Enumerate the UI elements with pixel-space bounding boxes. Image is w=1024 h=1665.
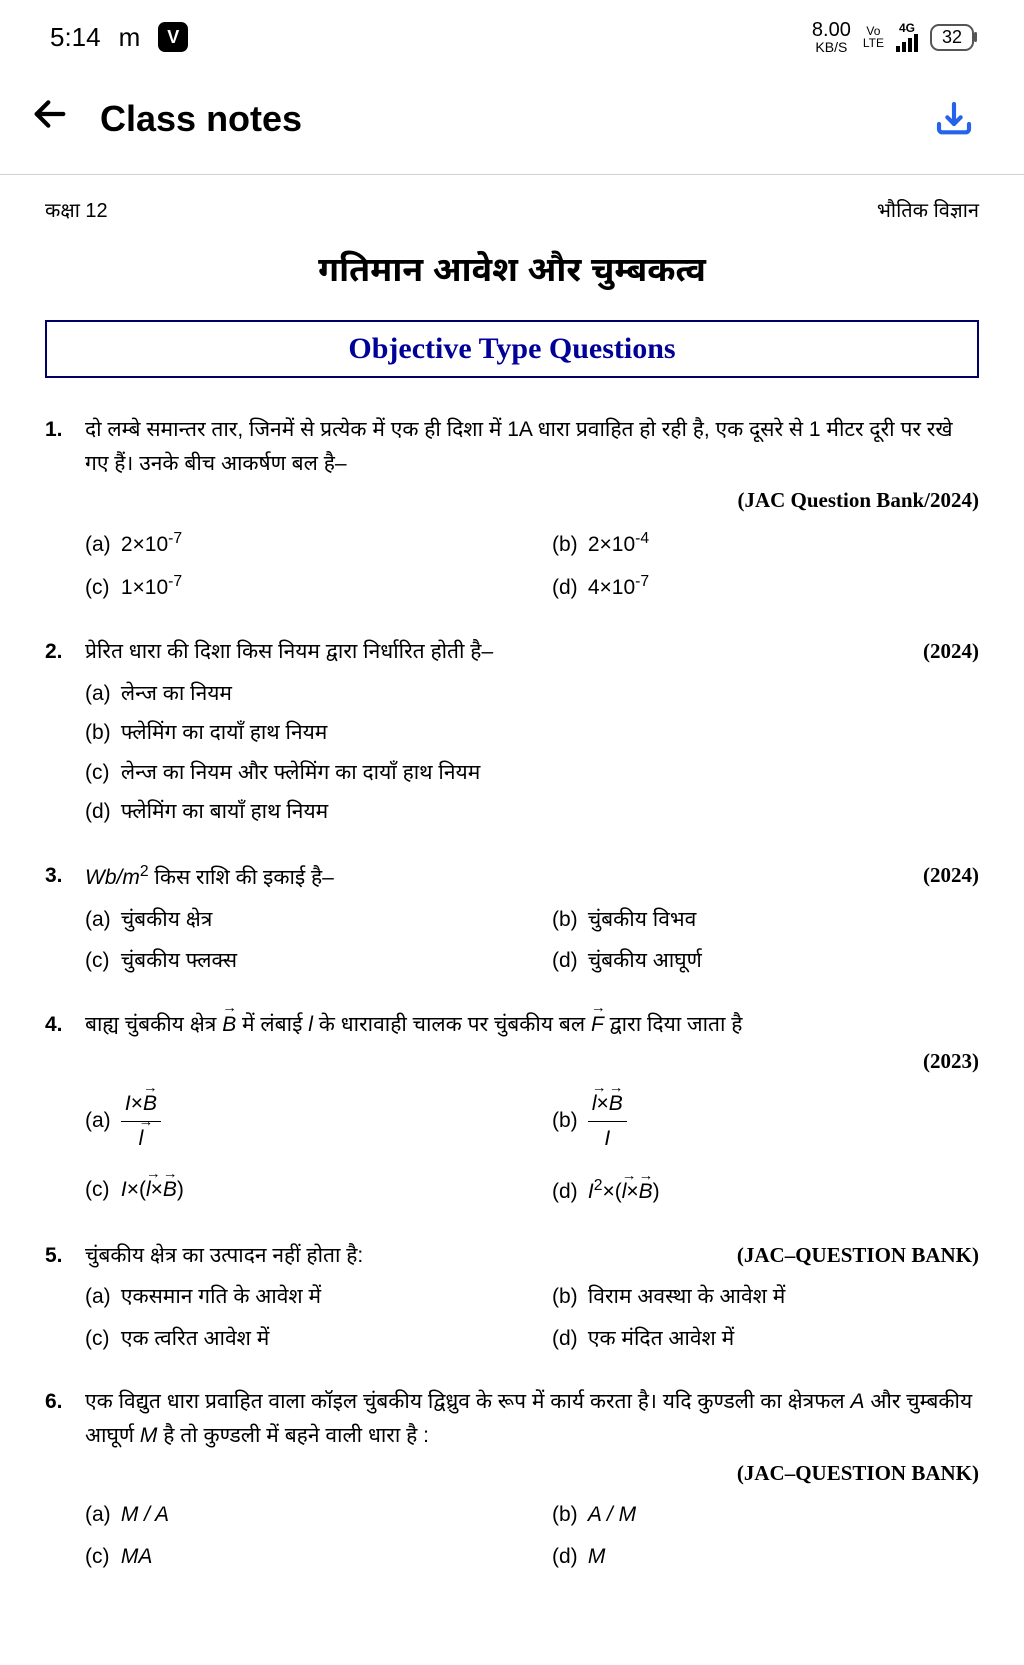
- document-content: कक्षा 12 भौतिक विज्ञान गतिमान आवेश और चु…: [0, 200, 1024, 1573]
- q3-option-a: (a) चुंबकीय क्षेत्र: [85, 903, 512, 937]
- battery-indicator: 32: [930, 24, 974, 51]
- q1-option-b: (b) 2×10-4: [552, 526, 979, 562]
- q1-option-c: (c) 1×10-7: [85, 569, 512, 605]
- signal-indicator: 4G: [896, 22, 918, 52]
- q2-year: (2024): [923, 635, 979, 669]
- q3-option-b: (b) चुंबकीय विभव: [552, 903, 979, 937]
- q6-option-a: (a) M / A: [85, 1498, 512, 1532]
- data-rate-value: 8.00: [812, 19, 851, 41]
- chapter-title: गतिमान आवेश और चुम्बकत्व: [45, 251, 979, 295]
- q6-option-b: (b) A / M: [552, 1498, 979, 1532]
- app-header: Class notes: [0, 64, 1024, 174]
- q5-options: (a) एकसमान गति के आवेश में (b) विराम अवस…: [45, 1280, 979, 1355]
- q1-option-d: (d) 4×10-7: [552, 569, 979, 605]
- network-type: 4G: [899, 22, 915, 34]
- q5-text: चुंबकीय क्षेत्र का उत्पादन नहीं होता है:: [85, 1239, 737, 1273]
- question-3: 3. Wb/m2 किस राशि की इकाई है– (2024) (a)…: [45, 859, 979, 978]
- app-header-left: Class notes: [30, 94, 302, 144]
- status-bar: 5:14 m V 8.00 KB/S Vo LTE 4G 32: [0, 0, 1024, 64]
- q5-source: (JAC–QUESTION BANK): [737, 1239, 979, 1273]
- q1-option-a: (a) 2×10-7: [85, 526, 512, 562]
- subject-label: भौतिक विज्ञान: [877, 200, 979, 226]
- volte-icon: Vo LTE: [863, 25, 884, 49]
- q6-number: 6.: [45, 1385, 73, 1452]
- q5-option-d: (d) एक मंदित आवेश में: [552, 1322, 979, 1356]
- q2-number: 2.: [45, 635, 73, 669]
- q1-source: (JAC Question Bank/2024): [45, 484, 979, 518]
- q1-options: (a) 2×10-7 (b) 2×10-4 (c) 1×10-7 (d) 4×1…: [45, 526, 979, 605]
- q2-option-a: (a) लेन्ज का नियम: [85, 677, 979, 711]
- status-left: 5:14 m V: [50, 22, 188, 53]
- q4-year: (2023): [45, 1045, 979, 1079]
- q4-option-c: (c) I×(l×B): [85, 1173, 512, 1209]
- q2-option-d: (d) फ्लेमिंग का बायाँ हाथ नियम: [85, 795, 979, 829]
- volte-bottom: LTE: [863, 36, 884, 50]
- q5-number: 5.: [45, 1239, 73, 1273]
- q3-option-d: (d) चुंबकीय आघूर्ण: [552, 944, 979, 978]
- question-2: 2. प्रेरित धारा की दिशा किस नियम द्वारा …: [45, 635, 979, 829]
- m-icon: m: [119, 22, 141, 53]
- header-divider: [0, 174, 1024, 175]
- q4-options: (a) I×Bl (b) l×BI (c) I×(l×B) (d) I2×(l×…: [45, 1087, 979, 1209]
- q2-option-b: (b) फ्लेमिंग का दायाँ हाथ नियम: [85, 716, 979, 750]
- q3-option-c: (c) चुंबकीय फ्लक्स: [85, 944, 512, 978]
- q6-option-c: (c) MA: [85, 1540, 512, 1574]
- data-rate: 8.00 KB/S: [812, 20, 851, 54]
- q4-option-b: (b) l×BI: [552, 1087, 979, 1155]
- q5-option-b: (b) विराम अवस्था के आवेश में: [552, 1280, 979, 1314]
- section-heading: Objective Type Questions: [45, 320, 979, 378]
- q3-year: (2024): [923, 859, 979, 893]
- doc-header: कक्षा 12 भौतिक विज्ञान: [45, 200, 979, 226]
- q6-text: एक विद्युत धारा प्रवाहित वाला कॉइल चुंबक…: [85, 1385, 979, 1452]
- q1-text: दो लम्बे समान्तर तार, जिनमें से प्रत्येक…: [85, 413, 979, 480]
- status-right: 8.00 KB/S Vo LTE 4G 32: [812, 20, 974, 54]
- class-label: कक्षा 12: [45, 200, 108, 226]
- page-title: Class notes: [100, 98, 302, 140]
- q3-text: Wb/m2 किस राशि की इकाई है–: [85, 859, 923, 895]
- q4-text: बाह्य चुंबकीय क्षेत्र B में लंबाई l के ध…: [85, 1008, 979, 1042]
- q4-option-d: (d) I2×(l×B): [552, 1173, 979, 1209]
- q2-text: प्रेरित धारा की दिशा किस नियम द्वारा निर…: [85, 635, 923, 669]
- v-app-icon: V: [158, 22, 188, 52]
- back-arrow-icon[interactable]: [30, 94, 70, 144]
- status-time: 5:14: [50, 22, 101, 53]
- q3-options: (a) चुंबकीय क्षेत्र (b) चुंबकीय विभव (c)…: [45, 903, 979, 978]
- q4-option-a: (a) I×Bl: [85, 1087, 512, 1155]
- q6-source: (JAC–QUESTION BANK): [45, 1457, 979, 1491]
- q4-number: 4.: [45, 1008, 73, 1042]
- question-5: 5. चुंबकीय क्षेत्र का उत्पादन नहीं होता …: [45, 1239, 979, 1356]
- q3-number: 3.: [45, 859, 73, 895]
- q6-option-d: (d) M: [552, 1540, 979, 1574]
- question-6: 6. एक विद्युत धारा प्रवाहित वाला कॉइल चु…: [45, 1385, 979, 1573]
- signal-bars-icon: [896, 34, 918, 52]
- question-1: 1. दो लम्बे समान्तर तार, जिनमें से प्रत्…: [45, 413, 979, 605]
- q6-options: (a) M / A (b) A / M (c) MA (d) M: [45, 1498, 979, 1573]
- q5-option-c: (c) एक त्वरित आवेश में: [85, 1322, 512, 1356]
- download-icon[interactable]: [934, 99, 974, 139]
- q2-options: (a) लेन्ज का नियम (b) फ्लेमिंग का दायाँ …: [45, 677, 979, 829]
- question-4: 4. बाह्य चुंबकीय क्षेत्र B में लंबाई l क…: [45, 1008, 979, 1209]
- q1-number: 1.: [45, 413, 73, 480]
- q2-option-c: (c) लेन्ज का नियम और फ्लेमिंग का दायाँ ह…: [85, 756, 979, 790]
- data-rate-unit: KB/S: [815, 39, 847, 55]
- q5-option-a: (a) एकसमान गति के आवेश में: [85, 1280, 512, 1314]
